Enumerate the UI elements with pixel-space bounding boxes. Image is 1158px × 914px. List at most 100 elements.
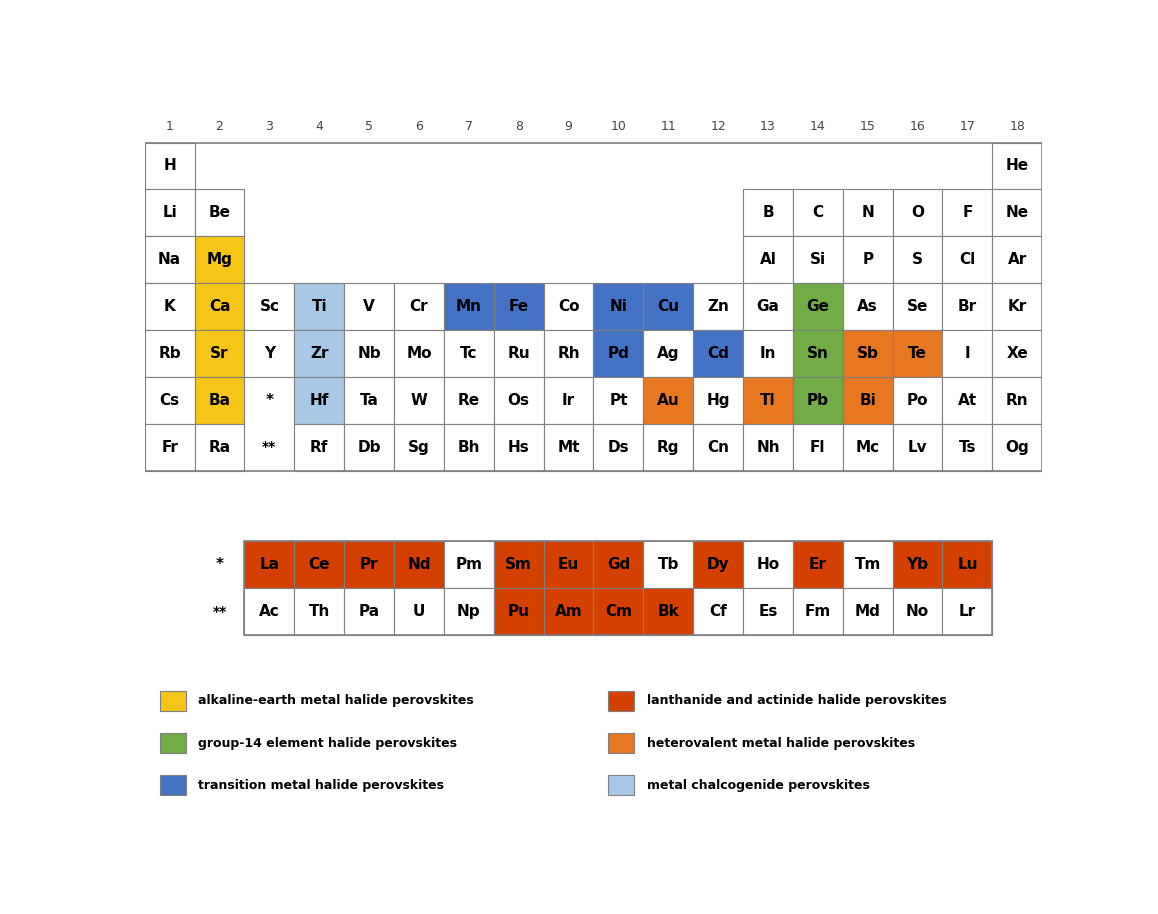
Text: Al: Al <box>760 252 776 267</box>
Bar <box>394 541 444 589</box>
Bar <box>644 377 694 424</box>
Text: Pa: Pa <box>359 604 380 619</box>
Text: Zr: Zr <box>310 346 329 361</box>
Text: Ba: Ba <box>208 393 230 408</box>
Text: Rb: Rb <box>159 346 181 361</box>
Bar <box>394 589 444 635</box>
Bar <box>843 424 893 471</box>
Text: Ne: Ne <box>1005 206 1028 220</box>
Bar <box>444 424 493 471</box>
Text: Se: Se <box>907 299 929 314</box>
Text: Tc: Tc <box>460 346 477 361</box>
Text: Am: Am <box>555 604 582 619</box>
Bar <box>593 377 644 424</box>
Text: Fe: Fe <box>508 299 529 314</box>
Text: 11: 11 <box>660 120 676 133</box>
Text: Nb: Nb <box>358 346 381 361</box>
Bar <box>694 424 743 471</box>
Text: H: H <box>163 158 176 174</box>
Text: Li: Li <box>162 206 177 220</box>
Text: 7: 7 <box>464 120 472 133</box>
Text: F: F <box>962 206 973 220</box>
Text: 16: 16 <box>910 120 925 133</box>
Bar <box>145 377 195 424</box>
Bar <box>743 541 793 589</box>
Bar <box>743 330 793 377</box>
Bar <box>195 330 244 377</box>
Text: Pt: Pt <box>609 393 628 408</box>
Text: Fl: Fl <box>811 440 826 455</box>
Bar <box>843 589 893 635</box>
Bar <box>394 283 444 330</box>
Text: Ag: Ag <box>657 346 680 361</box>
Text: group-14 element halide perovskites: group-14 element halide perovskites <box>198 737 457 749</box>
Text: Th: Th <box>308 604 330 619</box>
Bar <box>943 237 992 283</box>
Bar <box>943 330 992 377</box>
Bar <box>893 424 943 471</box>
Bar <box>644 541 694 589</box>
Bar <box>294 377 344 424</box>
Text: O: O <box>911 206 924 220</box>
Text: Nh: Nh <box>756 440 779 455</box>
Text: 18: 18 <box>1010 120 1025 133</box>
Bar <box>444 283 493 330</box>
Text: 17: 17 <box>960 120 975 133</box>
Bar <box>793 283 843 330</box>
Bar <box>593 589 644 635</box>
Text: Ts: Ts <box>959 440 976 455</box>
Bar <box>543 424 593 471</box>
Bar <box>444 541 493 589</box>
Text: Bi: Bi <box>859 393 877 408</box>
Text: Cr: Cr <box>410 299 428 314</box>
Bar <box>992 189 1042 237</box>
Text: Si: Si <box>809 252 826 267</box>
Bar <box>195 189 244 237</box>
Text: Sn: Sn <box>807 346 829 361</box>
Text: P: P <box>863 252 873 267</box>
Bar <box>943 424 992 471</box>
Text: Ac: Ac <box>259 604 280 619</box>
Bar <box>694 330 743 377</box>
Bar <box>493 541 543 589</box>
Text: Na: Na <box>159 252 182 267</box>
Text: Mo: Mo <box>406 346 432 361</box>
Bar <box>843 189 893 237</box>
Bar <box>593 330 644 377</box>
Text: Er: Er <box>809 558 827 572</box>
Bar <box>644 330 694 377</box>
Text: He: He <box>1005 158 1028 174</box>
Text: 13: 13 <box>760 120 776 133</box>
Text: 4: 4 <box>315 120 323 133</box>
Text: alkaline-earth metal halide perovskites: alkaline-earth metal halide perovskites <box>198 695 474 707</box>
Text: Mt: Mt <box>557 440 580 455</box>
Text: Cf: Cf <box>709 604 727 619</box>
Bar <box>743 237 793 283</box>
Text: Ds: Ds <box>608 440 629 455</box>
Text: Ti: Ti <box>312 299 327 314</box>
Text: As: As <box>857 299 878 314</box>
Bar <box>793 189 843 237</box>
Text: Mn: Mn <box>456 299 482 314</box>
Text: Rg: Rg <box>657 440 680 455</box>
Bar <box>145 424 195 471</box>
Bar <box>743 189 793 237</box>
Text: Be: Be <box>208 206 230 220</box>
Bar <box>244 330 294 377</box>
Text: Po: Po <box>907 393 929 408</box>
Text: Pd: Pd <box>608 346 629 361</box>
Text: Hf: Hf <box>309 393 329 408</box>
Text: Au: Au <box>657 393 680 408</box>
Text: I: I <box>965 346 970 361</box>
Text: Y: Y <box>264 346 274 361</box>
Text: 6: 6 <box>415 120 423 133</box>
Text: Xe: Xe <box>1006 346 1028 361</box>
Text: Rf: Rf <box>310 440 329 455</box>
Text: Db: Db <box>358 440 381 455</box>
Bar <box>244 283 294 330</box>
Text: 1: 1 <box>166 120 174 133</box>
Text: transition metal halide perovskites: transition metal halide perovskites <box>198 779 445 792</box>
Text: Md: Md <box>855 604 880 619</box>
Bar <box>992 143 1042 189</box>
Bar <box>344 330 394 377</box>
